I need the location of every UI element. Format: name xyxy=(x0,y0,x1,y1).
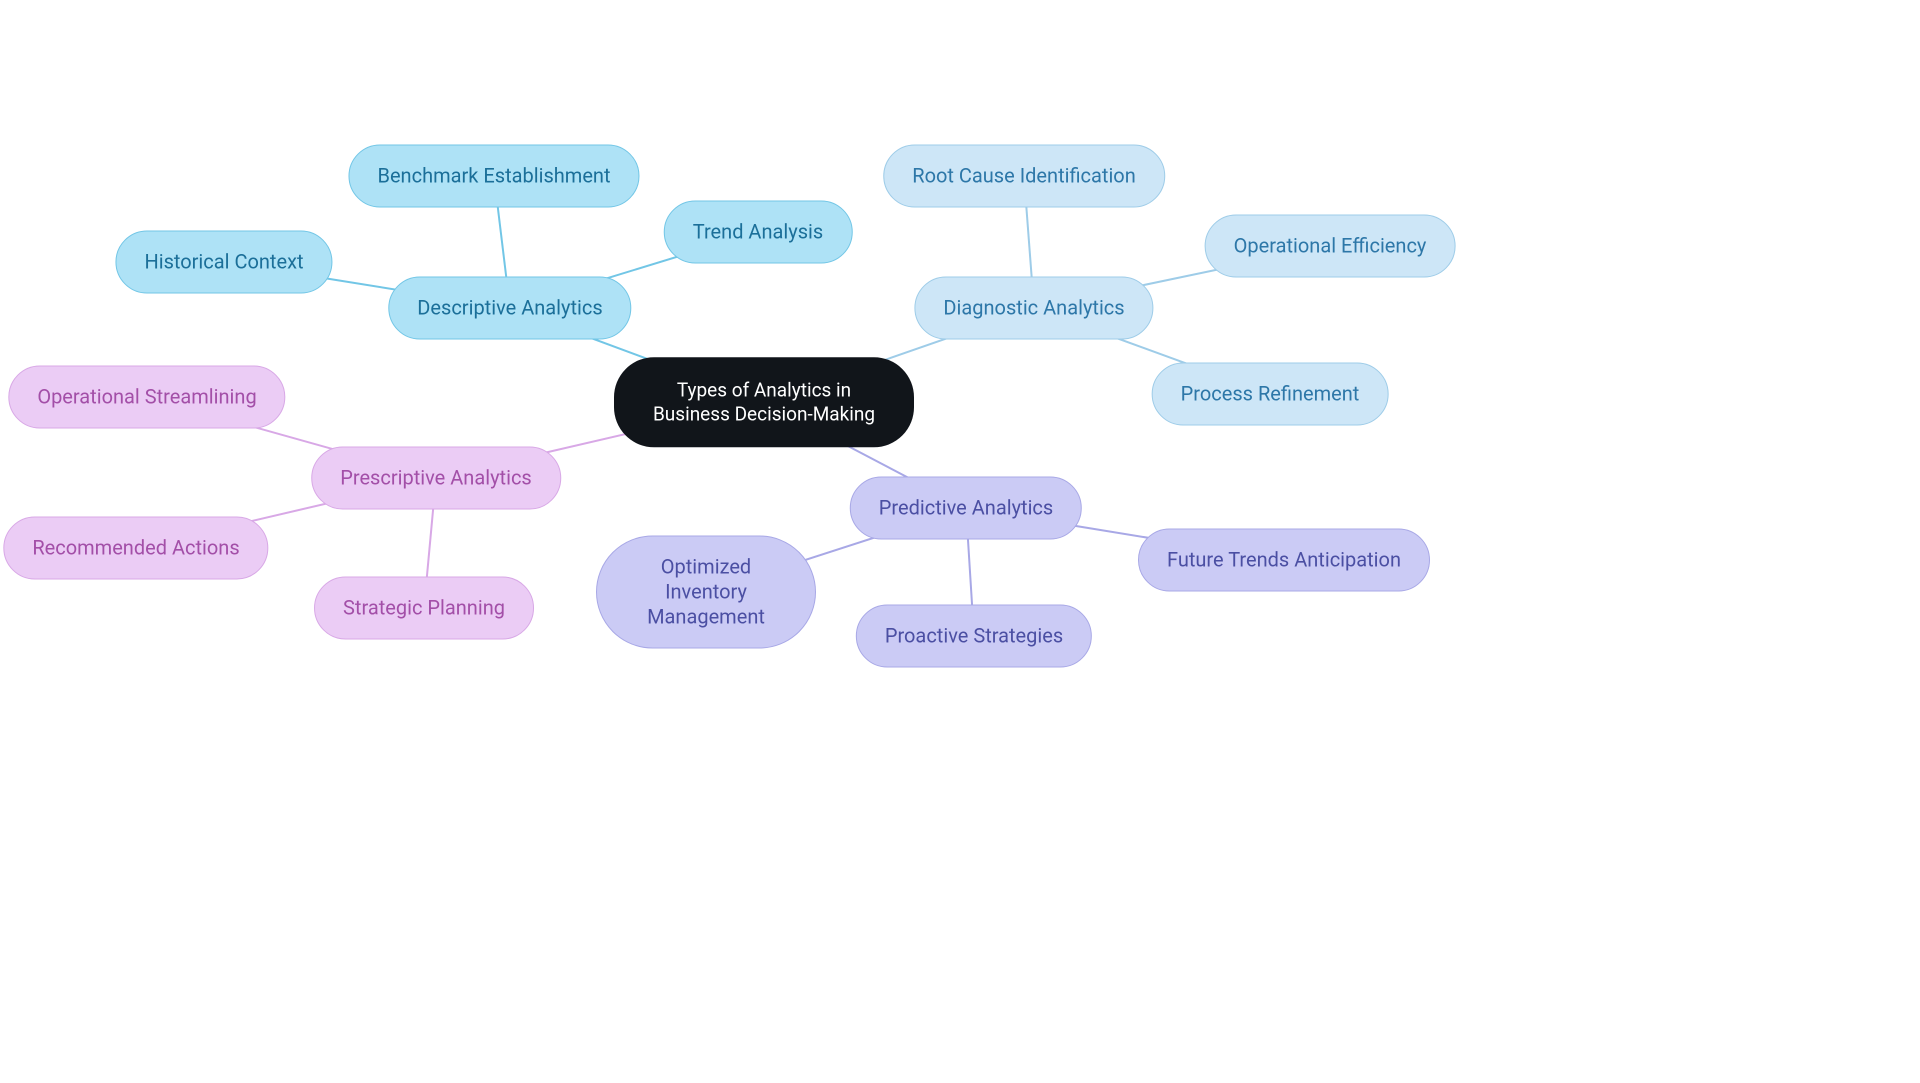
node-label: Descriptive Analytics xyxy=(417,296,602,321)
node-label: Root Cause Identification xyxy=(912,164,1136,189)
node-root-cause[interactable]: Root Cause Identification xyxy=(883,145,1165,208)
node-label: Diagnostic Analytics xyxy=(943,296,1124,321)
node-label: Prescriptive Analytics xyxy=(340,466,532,491)
node-inventory[interactable]: Optimized Inventory Management xyxy=(596,536,816,649)
node-label: Proactive Strategies xyxy=(885,624,1063,649)
node-future-trends[interactable]: Future Trends Anticipation xyxy=(1138,529,1430,592)
node-label: Process Refinement xyxy=(1181,382,1360,407)
mindmap-canvas: Types of Analytics in Business Decision-… xyxy=(0,0,1920,1083)
node-label: Recommended Actions xyxy=(32,536,239,561)
node-root[interactable]: Types of Analytics in Business Decision-… xyxy=(614,357,914,447)
node-label: Predictive Analytics xyxy=(879,496,1053,521)
node-label: Operational Streamlining xyxy=(37,385,256,410)
node-proactive[interactable]: Proactive Strategies xyxy=(856,605,1092,668)
node-prescriptive[interactable]: Prescriptive Analytics xyxy=(311,447,561,510)
node-benchmark[interactable]: Benchmark Establishment xyxy=(348,145,639,208)
node-predictive[interactable]: Predictive Analytics xyxy=(850,477,1082,540)
node-hist-ctx[interactable]: Historical Context xyxy=(115,231,332,294)
node-label: Operational Efficiency xyxy=(1234,234,1427,259)
node-label: Historical Context xyxy=(144,250,303,275)
node-op-eff[interactable]: Operational Efficiency xyxy=(1205,215,1456,278)
node-label: Strategic Planning xyxy=(343,596,505,621)
node-label: Future Trends Anticipation xyxy=(1167,548,1401,573)
node-diagnostic[interactable]: Diagnostic Analytics xyxy=(914,277,1153,340)
node-label: Trend Analysis xyxy=(693,220,824,245)
node-strat-plan[interactable]: Strategic Planning xyxy=(314,577,534,640)
node-label: Benchmark Establishment xyxy=(377,164,610,189)
node-label: Optimized Inventory Management xyxy=(625,555,787,630)
node-proc-ref[interactable]: Process Refinement xyxy=(1152,363,1389,426)
node-trend[interactable]: Trend Analysis xyxy=(664,201,853,264)
node-label: Types of Analytics in Business Decision-… xyxy=(649,378,879,426)
node-op-stream[interactable]: Operational Streamlining xyxy=(8,366,285,429)
node-descriptive[interactable]: Descriptive Analytics xyxy=(388,277,631,340)
node-rec-actions[interactable]: Recommended Actions xyxy=(3,517,268,580)
